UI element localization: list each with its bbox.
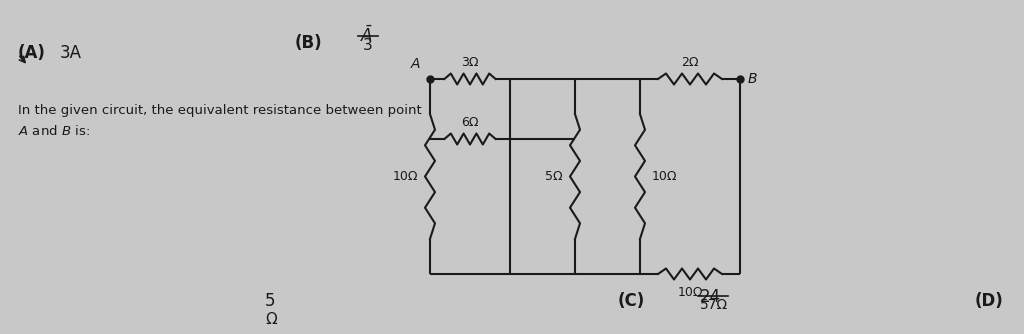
Text: 57Ω: 57Ω — [700, 298, 728, 312]
Text: Ω: Ω — [265, 312, 276, 327]
Text: 5Ω: 5Ω — [546, 170, 563, 183]
Text: B: B — [748, 72, 758, 86]
Text: (C): (C) — [618, 292, 645, 310]
Text: 10Ω: 10Ω — [652, 170, 678, 183]
Text: 10Ω: 10Ω — [392, 170, 418, 183]
Text: (D): (D) — [975, 292, 1004, 310]
Text: (B): (B) — [295, 34, 323, 52]
Text: 3A: 3A — [60, 44, 82, 62]
Text: 10Ω: 10Ω — [677, 286, 702, 299]
Text: 2Ω: 2Ω — [681, 56, 698, 69]
Text: $\bar{A}$: $\bar{A}$ — [360, 26, 373, 46]
Text: $A$ and $B$ is:: $A$ and $B$ is: — [18, 124, 90, 138]
Text: In the given circuit, the equivalent resistance between point: In the given circuit, the equivalent res… — [18, 104, 422, 117]
Text: A: A — [411, 57, 420, 71]
Text: 6Ω: 6Ω — [461, 116, 479, 129]
Text: 3Ω: 3Ω — [461, 56, 479, 69]
Text: 5: 5 — [265, 292, 275, 310]
Text: 3: 3 — [362, 38, 373, 53]
Text: 24: 24 — [700, 288, 721, 306]
Text: (A): (A) — [18, 44, 46, 62]
